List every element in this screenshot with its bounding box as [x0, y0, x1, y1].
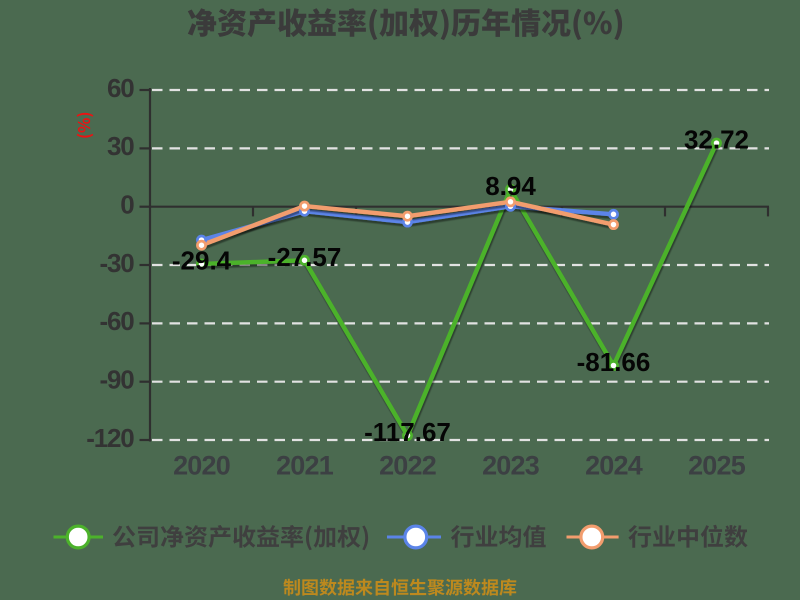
svg-text:2024: 2024 — [585, 451, 643, 481]
svg-text:-27.57: -27.57 — [268, 242, 342, 272]
svg-text:-29.4: -29.4 — [172, 245, 232, 275]
svg-text:2025: 2025 — [688, 451, 746, 481]
svg-text:2020: 2020 — [173, 451, 230, 481]
svg-text:-120: -120 — [86, 423, 134, 453]
svg-text:60: 60 — [107, 73, 134, 103]
svg-text:30: 30 — [107, 131, 134, 161]
svg-text:32.72: 32.72 — [684, 125, 749, 155]
svg-text:-117.67: -117.67 — [364, 417, 451, 447]
svg-text:-90: -90 — [100, 365, 135, 395]
svg-text:2023: 2023 — [482, 451, 540, 481]
svg-text:-30: -30 — [100, 248, 135, 278]
svg-text:2021: 2021 — [276, 451, 334, 481]
svg-text:-81.66: -81.66 — [577, 347, 651, 377]
svg-text:8.94: 8.94 — [485, 171, 536, 201]
svg-text:0: 0 — [120, 190, 134, 220]
svg-text:-60: -60 — [100, 306, 135, 336]
svg-text:2022: 2022 — [379, 451, 436, 481]
